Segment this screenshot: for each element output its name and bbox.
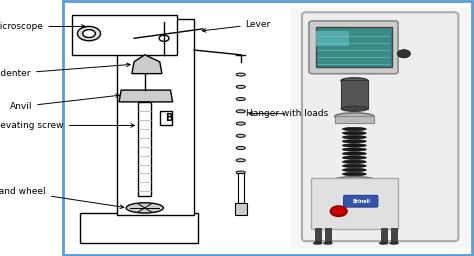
Bar bbox=[138, 102, 151, 196]
Ellipse shape bbox=[126, 203, 164, 213]
Ellipse shape bbox=[313, 242, 322, 244]
Ellipse shape bbox=[236, 134, 245, 137]
Text: Microscope: Microscope bbox=[0, 22, 85, 31]
Text: Brinell: Brinell bbox=[352, 199, 370, 204]
Ellipse shape bbox=[236, 146, 245, 150]
Bar bbox=[238, 173, 244, 203]
Circle shape bbox=[159, 35, 169, 41]
Circle shape bbox=[397, 50, 410, 58]
Ellipse shape bbox=[342, 140, 366, 143]
Ellipse shape bbox=[333, 177, 376, 184]
Bar bbox=[326, 228, 331, 243]
Bar bbox=[316, 31, 349, 46]
Bar bbox=[72, 15, 177, 55]
Ellipse shape bbox=[341, 106, 367, 111]
Bar bbox=[341, 80, 367, 109]
Ellipse shape bbox=[379, 242, 388, 244]
Bar bbox=[381, 228, 386, 243]
Ellipse shape bbox=[342, 152, 366, 155]
Ellipse shape bbox=[342, 164, 366, 168]
Ellipse shape bbox=[342, 173, 366, 176]
Text: Hanger with loads: Hanger with loads bbox=[246, 109, 328, 118]
Ellipse shape bbox=[323, 242, 332, 244]
Ellipse shape bbox=[335, 113, 374, 120]
Ellipse shape bbox=[342, 160, 366, 164]
Ellipse shape bbox=[342, 132, 366, 135]
Bar bbox=[335, 116, 374, 123]
FancyBboxPatch shape bbox=[302, 12, 458, 241]
Ellipse shape bbox=[236, 98, 245, 101]
Circle shape bbox=[77, 26, 100, 41]
Ellipse shape bbox=[342, 168, 366, 172]
Circle shape bbox=[82, 30, 95, 38]
FancyBboxPatch shape bbox=[309, 21, 398, 74]
FancyBboxPatch shape bbox=[344, 195, 378, 207]
Ellipse shape bbox=[342, 156, 366, 159]
Text: B: B bbox=[165, 113, 173, 123]
Polygon shape bbox=[119, 90, 173, 102]
Polygon shape bbox=[132, 55, 162, 74]
Bar bbox=[291, 8, 470, 248]
Ellipse shape bbox=[236, 85, 245, 88]
Bar bbox=[392, 228, 397, 243]
Bar bbox=[81, 212, 199, 243]
Ellipse shape bbox=[342, 127, 366, 131]
Bar bbox=[117, 19, 194, 215]
Bar bbox=[316, 27, 392, 67]
Ellipse shape bbox=[236, 122, 245, 125]
Bar bbox=[235, 203, 246, 215]
Ellipse shape bbox=[390, 242, 399, 244]
Ellipse shape bbox=[342, 148, 366, 151]
Ellipse shape bbox=[236, 171, 245, 174]
Text: Indenter: Indenter bbox=[0, 63, 130, 78]
Text: Hand wheel: Hand wheel bbox=[0, 187, 124, 209]
Ellipse shape bbox=[236, 73, 245, 76]
Ellipse shape bbox=[342, 144, 366, 147]
Ellipse shape bbox=[236, 159, 245, 162]
Text: Lever: Lever bbox=[202, 20, 271, 32]
Ellipse shape bbox=[236, 110, 245, 113]
Ellipse shape bbox=[342, 136, 366, 139]
Text: Elevating screw: Elevating screw bbox=[0, 121, 135, 130]
Text: Anvil: Anvil bbox=[9, 94, 119, 111]
Ellipse shape bbox=[341, 78, 368, 83]
Bar bbox=[160, 111, 172, 125]
Bar bbox=[311, 178, 398, 229]
Bar bbox=[315, 228, 320, 243]
Circle shape bbox=[330, 206, 347, 216]
